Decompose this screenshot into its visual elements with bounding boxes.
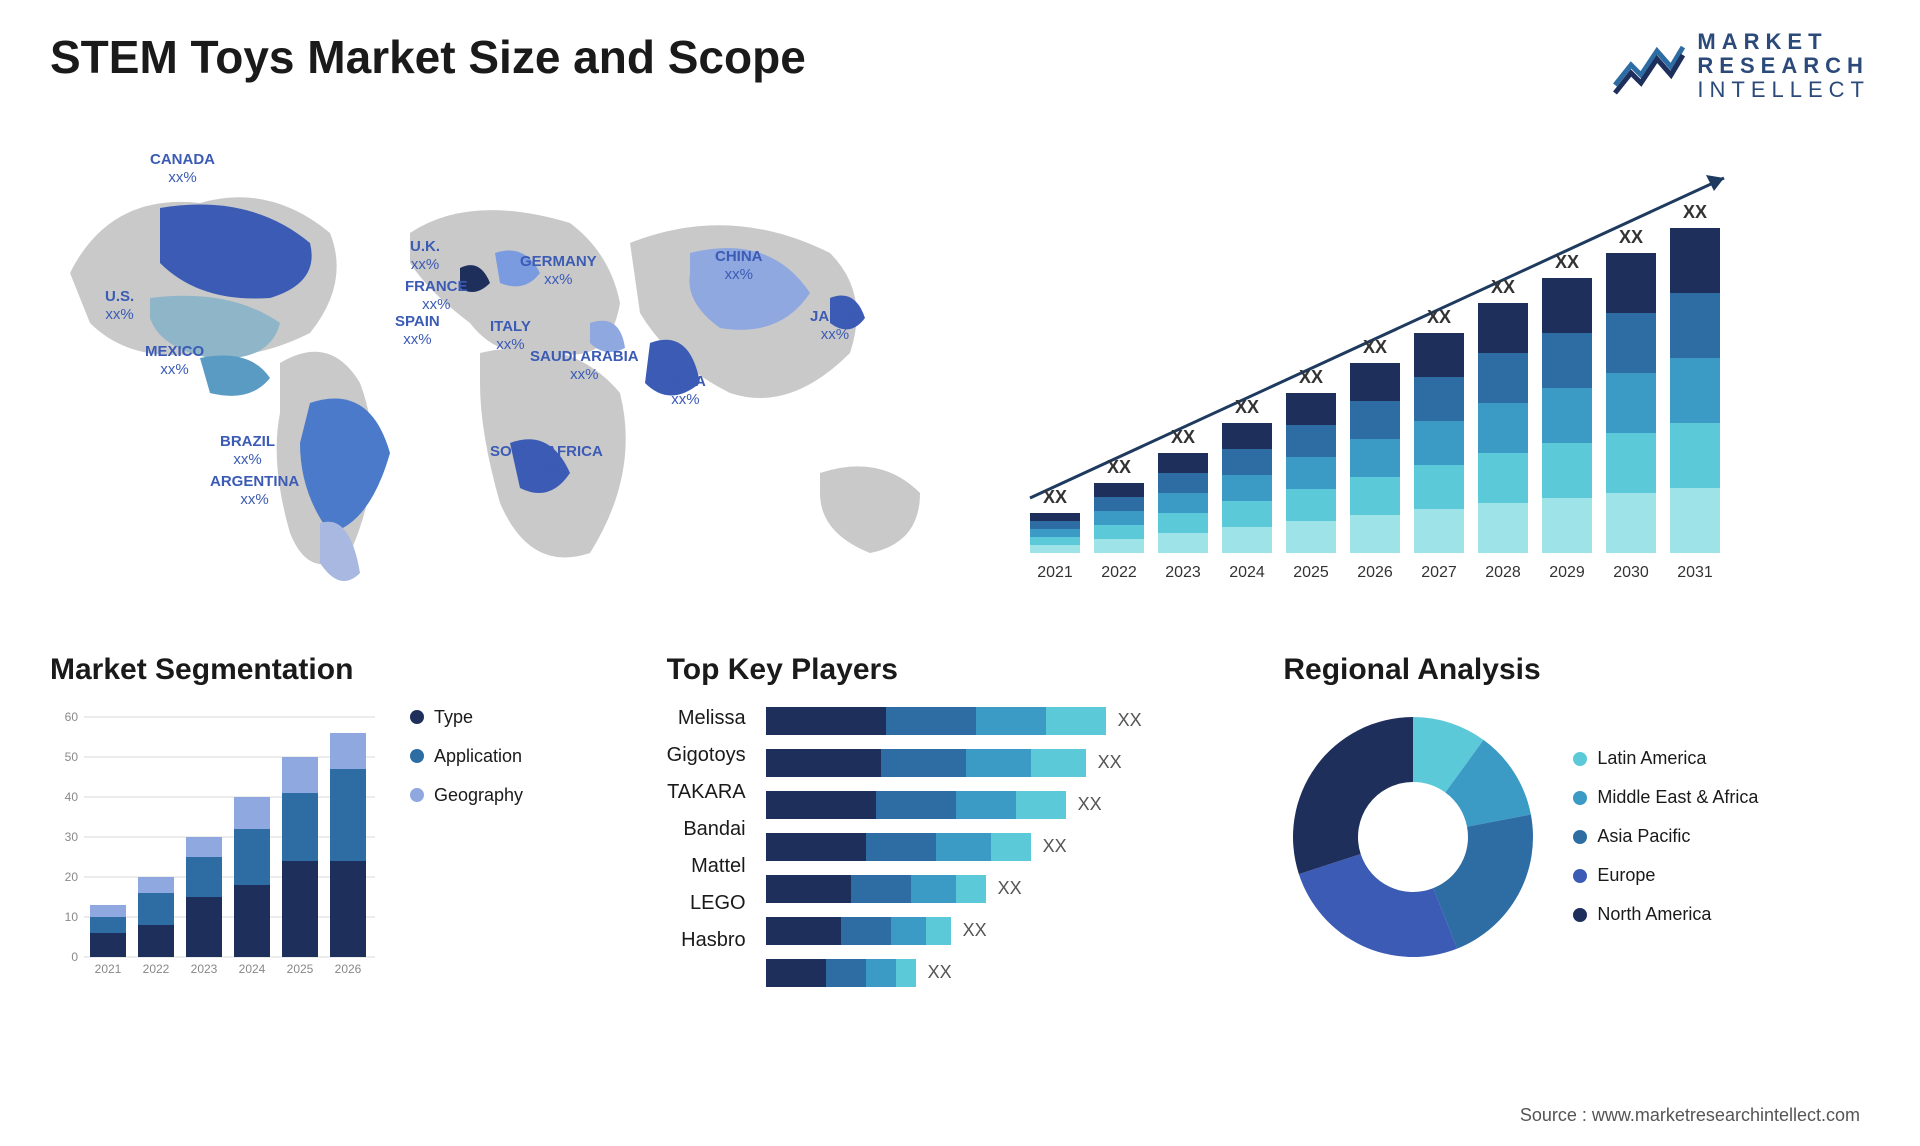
map-label: ARGENTINAxx% [210, 473, 299, 509]
map-label: U.K.xx% [410, 238, 440, 274]
key-players-bars: XX XX XX XX XX XX XX [766, 707, 1142, 987]
logo-line3: INTELLECT [1697, 78, 1870, 102]
growth-chart: XX 2021 XX 2022 XX 2023 XX 2024 XX 2025 XX 2026 XX 20… [990, 133, 1810, 613]
svg-text:XX: XX [1363, 337, 1387, 357]
source-text: Source : www.marketresearchintellect.com [1520, 1105, 1860, 1126]
legend-item: Type [410, 707, 523, 728]
player-name: LEGO [690, 892, 746, 915]
map-label: BRAZILxx% [220, 433, 275, 469]
legend-item: Europe [1573, 865, 1758, 886]
world-map-panel: CANADAxx% U.S.xx% MEXICOxx% BRAZILxx% ARGENT… [50, 133, 950, 613]
player-name: Bandai [683, 818, 745, 841]
map-label: U.S.xx% [105, 288, 134, 324]
segmentation-legend: Type Application Geography [410, 707, 523, 806]
player-bar: XX [766, 833, 1142, 861]
svg-text:2021: 2021 [1037, 564, 1073, 581]
svg-text:XX: XX [1555, 252, 1579, 272]
regional-legend: Latin America Middle East & Africa Asia Pa… [1573, 748, 1758, 925]
map-label: SPAINxx% [395, 313, 440, 349]
svg-text:XX: XX [1171, 427, 1195, 447]
map-label: INDIAxx% [665, 373, 706, 409]
map-label: CHINAxx% [715, 248, 763, 284]
segmentation-title: Market Segmentation [50, 653, 637, 687]
svg-text:XX: XX [1235, 397, 1259, 417]
segmentation-panel: Market Segmentation 0 10 20 30 40 50 60 2021 202… [50, 653, 637, 987]
player-bar: XX [766, 749, 1142, 777]
svg-text:2027: 2027 [1421, 564, 1457, 581]
svg-text:2022: 2022 [143, 962, 170, 976]
svg-text:0: 0 [71, 950, 78, 964]
map-label: SOUTH AFRICAxx% [490, 443, 603, 479]
player-name: TAKARA [667, 781, 746, 804]
segmentation-chart: 0 10 20 30 40 50 60 2021 2022 2023 2024 2025 2026 [50, 707, 380, 987]
map-label: CANADAxx% [150, 151, 215, 187]
svg-text:2024: 2024 [239, 962, 266, 976]
svg-text:XX: XX [1107, 457, 1131, 477]
player-name: Mattel [691, 855, 745, 878]
svg-text:2023: 2023 [1165, 564, 1201, 581]
map-label: GERMANYxx% [520, 253, 597, 289]
logo-icon [1613, 37, 1685, 95]
svg-text:XX: XX [1491, 277, 1515, 297]
svg-text:50: 50 [65, 750, 79, 764]
map-label: ITALYxx% [490, 318, 531, 354]
svg-text:40: 40 [65, 790, 79, 804]
player-bar: XX [766, 707, 1142, 735]
legend-item: Application [410, 746, 523, 767]
key-players-names: Melissa Gigotoys TAKARA Bandai Mattel LEGO Has… [667, 707, 746, 987]
svg-text:30: 30 [65, 830, 79, 844]
map-label: JAPANxx% [810, 308, 860, 344]
svg-text:2026: 2026 [1357, 564, 1393, 581]
svg-text:2023: 2023 [191, 962, 218, 976]
svg-text:XX: XX [1683, 202, 1707, 222]
svg-text:2026: 2026 [335, 962, 362, 976]
svg-text:XX: XX [1427, 307, 1451, 327]
key-players-title: Top Key Players [667, 653, 1254, 687]
player-name: Melissa [678, 707, 746, 730]
player-bar: XX [766, 917, 1142, 945]
svg-text:20: 20 [65, 870, 79, 884]
svg-text:2030: 2030 [1613, 564, 1649, 581]
svg-text:XX: XX [1299, 367, 1323, 387]
legend-item: Latin America [1573, 748, 1758, 769]
logo-line1: MARKET [1697, 30, 1870, 54]
svg-text:2029: 2029 [1549, 564, 1585, 581]
map-label: SAUDI ARABIAxx% [530, 348, 639, 384]
svg-text:60: 60 [65, 710, 79, 724]
svg-text:XX: XX [1619, 227, 1643, 247]
logo-line2: RESEARCH [1697, 54, 1870, 78]
player-bar: XX [766, 959, 1142, 987]
regional-donut [1283, 707, 1543, 967]
svg-text:2025: 2025 [1293, 564, 1329, 581]
svg-text:2025: 2025 [287, 962, 314, 976]
svg-text:2028: 2028 [1485, 564, 1521, 581]
legend-item: Asia Pacific [1573, 826, 1758, 847]
legend-item: North America [1573, 904, 1758, 925]
key-players-panel: Top Key Players Melissa Gigotoys TAKARA Ban… [667, 653, 1254, 987]
legend-item: Middle East & Africa [1573, 787, 1758, 808]
player-bar: XX [766, 791, 1142, 819]
regional-title: Regional Analysis [1283, 653, 1870, 687]
player-bar: XX [766, 875, 1142, 903]
brand-logo: MARKET RESEARCH INTELLECT [1613, 30, 1870, 103]
map-label: FRANCExx% [405, 278, 468, 314]
svg-text:2021: 2021 [95, 962, 122, 976]
svg-text:2031: 2031 [1677, 564, 1713, 581]
svg-text:10: 10 [65, 910, 79, 924]
map-label: MEXICOxx% [145, 343, 204, 379]
svg-text:2024: 2024 [1229, 564, 1265, 581]
svg-text:2022: 2022 [1101, 564, 1137, 581]
regional-panel: Regional Analysis Latin America Middle Ea… [1283, 653, 1870, 987]
player-name: Hasbro [681, 929, 745, 952]
svg-text:XX: XX [1043, 487, 1067, 507]
legend-item: Geography [410, 785, 523, 806]
page-title: STEM Toys Market Size and Scope [50, 30, 806, 84]
player-name: Gigotoys [667, 744, 746, 767]
growth-chart-panel: XX 2021 XX 2022 XX 2023 XX 2024 XX 2025 XX 2026 XX 20… [990, 133, 1870, 613]
